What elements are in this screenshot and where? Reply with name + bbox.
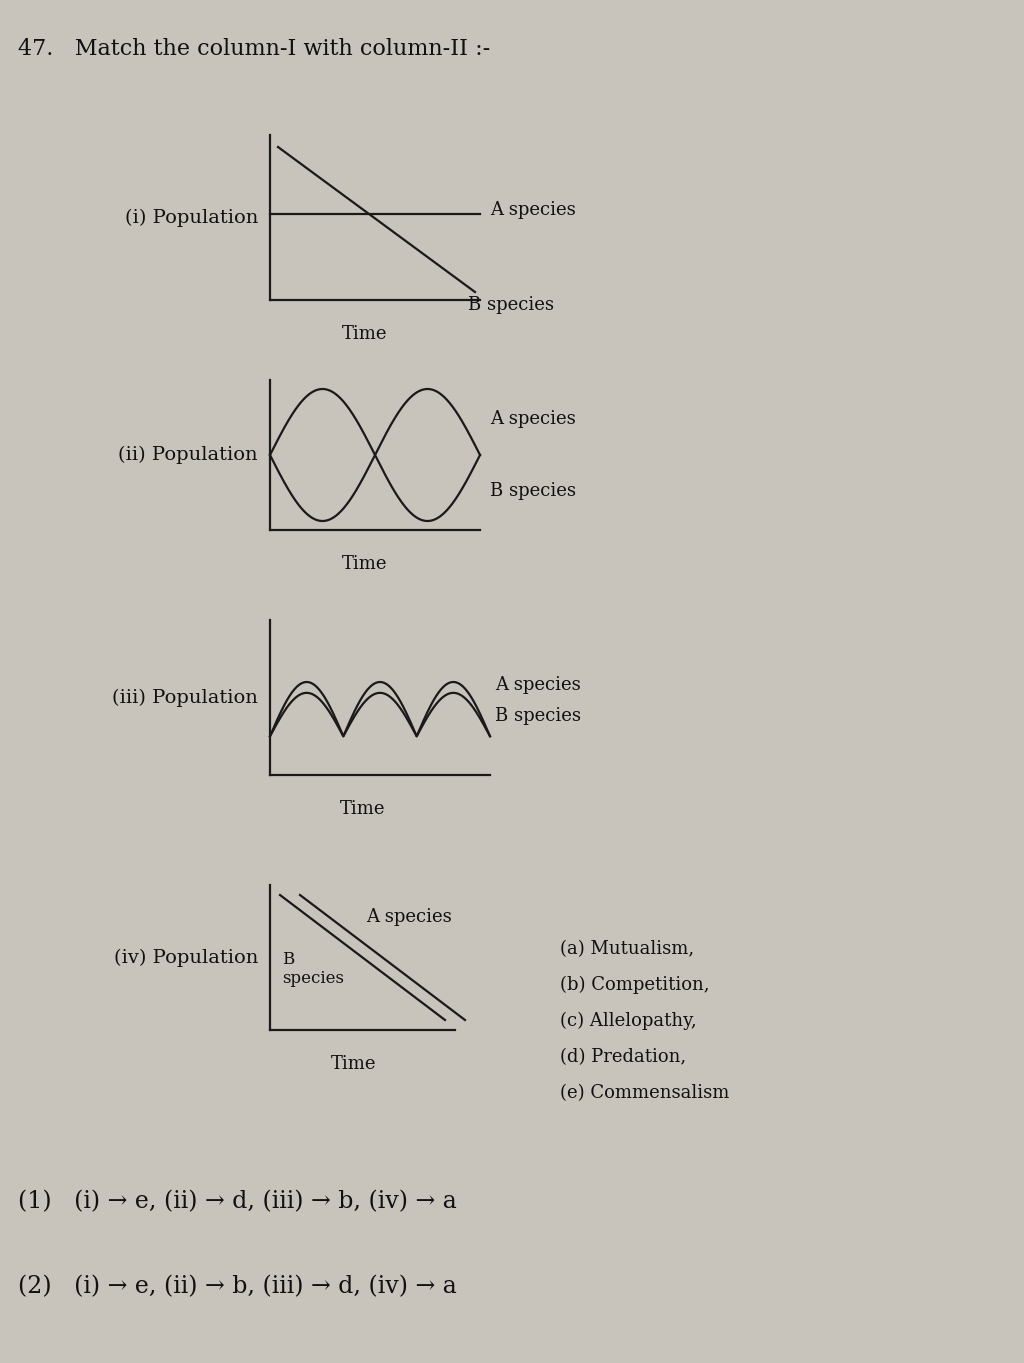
Text: (e) Commensalism: (e) Commensalism: [560, 1084, 729, 1103]
Text: (iii) Population: (iii) Population: [112, 688, 258, 706]
Text: (i) Population: (i) Population: [125, 209, 258, 226]
Text: Time: Time: [340, 800, 385, 818]
Text: A species: A species: [490, 410, 575, 428]
Text: (2)   (i) → e, (ii) → b, (iii) → d, (iv) → a: (2) (i) → e, (ii) → b, (iii) → d, (iv) →…: [18, 1274, 457, 1298]
Text: (1)   (i) → e, (ii) → d, (iii) → b, (iv) → a: (1) (i) → e, (ii) → d, (iii) → b, (iv) →…: [18, 1190, 457, 1213]
Text: (iv) Population: (iv) Population: [114, 949, 258, 966]
Text: Time: Time: [342, 555, 387, 572]
Text: Time: Time: [342, 324, 387, 343]
Text: (a) Mutualism,: (a) Mutualism,: [560, 940, 694, 958]
Text: Time: Time: [331, 1055, 376, 1073]
Text: B species: B species: [468, 296, 554, 313]
Text: B
species: B species: [282, 951, 344, 987]
Text: B species: B species: [490, 483, 575, 500]
Text: A species: A species: [490, 202, 575, 219]
Text: (d) Predation,: (d) Predation,: [560, 1048, 686, 1066]
Text: 47.   Match the column-I with column-II :-: 47. Match the column-I with column-II :-: [18, 38, 490, 60]
Text: (ii) Population: (ii) Population: [119, 446, 258, 465]
Text: (c) Allelopathy,: (c) Allelopathy,: [560, 1011, 696, 1030]
Text: A species: A species: [367, 908, 452, 925]
Text: A species: A species: [495, 676, 581, 694]
Text: B species: B species: [495, 707, 581, 725]
Text: (b) Competition,: (b) Competition,: [560, 976, 710, 994]
